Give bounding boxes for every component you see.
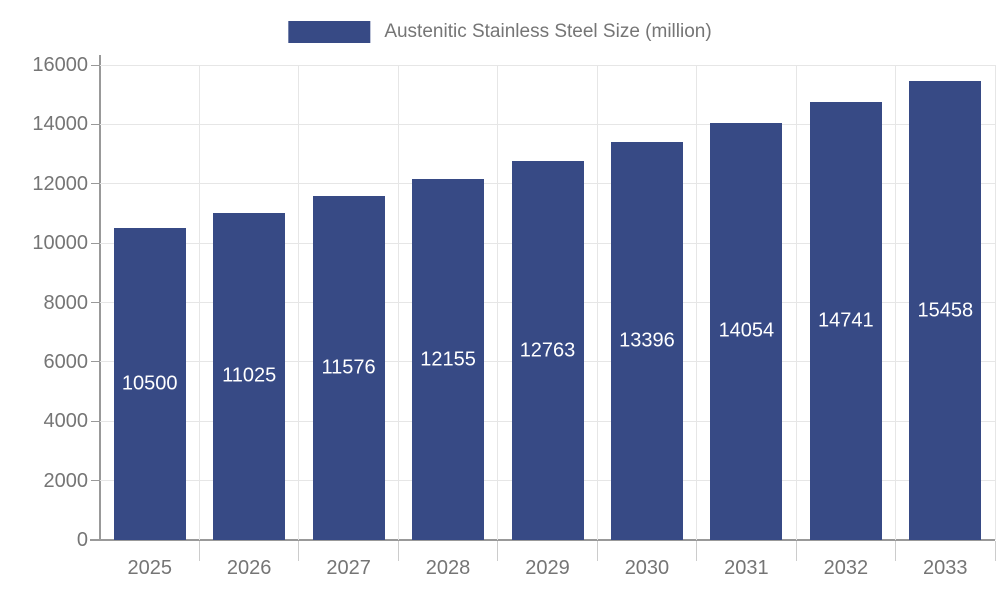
y-tick-label: 6000	[43, 350, 89, 373]
y-tick-label: 12000	[32, 172, 88, 195]
v-gridline	[497, 65, 499, 540]
x-tick-mark	[696, 541, 698, 561]
y-tick-mark	[91, 123, 99, 125]
v-gridline	[596, 65, 598, 540]
x-axis-line	[90, 539, 995, 541]
bar: 11025	[213, 212, 286, 540]
legend-swatch	[288, 21, 371, 43]
y-tick-mark	[91, 302, 99, 303]
y-tick-mark	[91, 361, 99, 363]
y-tick-mark	[91, 539, 99, 541]
bar-value-label: 15458	[917, 299, 974, 322]
y-tick-label: 0	[76, 529, 88, 551]
x-tick-label: 2030	[624, 557, 670, 579]
x-tick-label: 2032	[823, 557, 869, 579]
x-tick-mark	[497, 541, 499, 561]
y-tick-mark	[91, 183, 99, 185]
y-tick-label: 16000	[32, 54, 88, 76]
x-tick-mark	[298, 541, 300, 561]
x-tick-mark	[895, 541, 897, 561]
y-tick-mark	[91, 420, 99, 422]
legend[interactable]: Austenitic Stainless Steel Size (million…	[288, 20, 712, 44]
bar: 14741	[809, 102, 882, 540]
y-tick-label: 4000	[43, 410, 89, 433]
bar: 12763	[511, 161, 584, 540]
y-axis-line	[99, 55, 101, 541]
y-tick-label: 10000	[32, 232, 88, 255]
bar: 14054	[710, 122, 783, 540]
bar-value-label: 13396	[619, 329, 675, 352]
bar: 10500	[113, 228, 186, 540]
bar-value-label: 11576	[321, 356, 376, 379]
bar: 12155	[412, 179, 485, 540]
bar: 15458	[909, 81, 982, 540]
x-tick-label: 2029	[525, 557, 570, 579]
bar: 11576	[312, 196, 385, 540]
y-tick-mark	[91, 242, 99, 244]
x-tick-mark	[795, 541, 797, 561]
x-tick-label: 2031	[724, 557, 769, 579]
bar-value-label: 12763	[519, 339, 576, 362]
x-tick-mark	[994, 541, 996, 561]
bar-value-label: 14741	[818, 309, 874, 332]
y-tick-mark	[91, 64, 99, 66]
bar-value-label: 12155	[420, 348, 476, 371]
bar: 13396	[610, 142, 683, 540]
x-tick-label: 2026	[226, 557, 272, 579]
bar-value-label: 14054	[718, 319, 775, 342]
v-gridline	[795, 65, 797, 540]
h-gridline	[100, 123, 995, 125]
h-gridline	[100, 64, 995, 66]
x-tick-mark	[397, 541, 399, 561]
bar-value-label: 11025	[222, 364, 277, 387]
v-gridline	[198, 65, 200, 540]
x-tick-mark	[596, 541, 598, 561]
x-tick-mark	[198, 541, 200, 561]
y-tick-label: 14000	[32, 113, 88, 136]
legend-label: Austenitic Stainless Steel Size (million…	[384, 21, 712, 42]
x-tick-label: 2025	[127, 557, 172, 579]
y-tick-mark	[91, 480, 99, 482]
v-gridline	[696, 65, 698, 540]
v-gridline	[895, 65, 897, 540]
x-tick-label: 2027	[326, 557, 371, 579]
bar-value-label: 10500	[121, 372, 178, 395]
y-tick-label: 8000	[43, 291, 89, 314]
v-gridline	[397, 65, 399, 540]
v-gridline	[298, 65, 300, 540]
plot-area: 10500 11025 11576 12155 12763 13396 14054 14741…	[100, 64, 996, 540]
x-tick-label: 2033	[923, 557, 968, 579]
v-gridline	[994, 65, 996, 540]
y-tick-label: 2000	[43, 469, 89, 492]
x-tick-label: 2028	[425, 557, 471, 579]
